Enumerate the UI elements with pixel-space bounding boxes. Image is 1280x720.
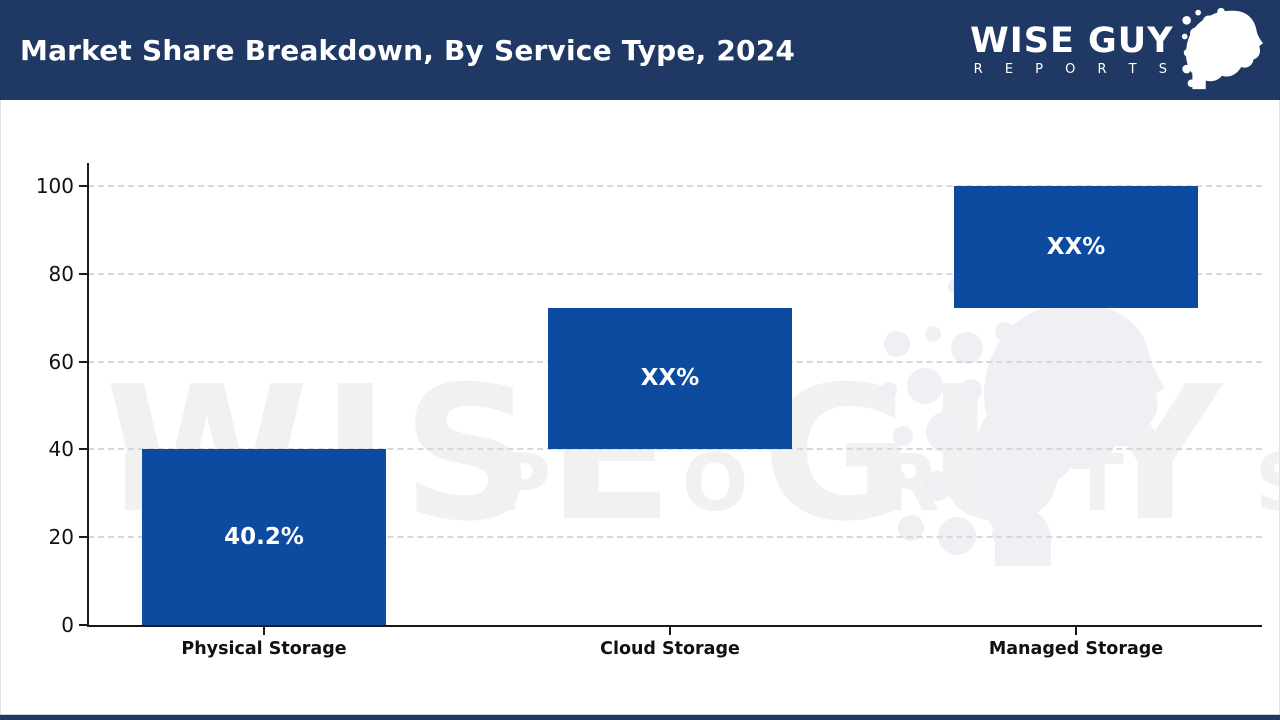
y-tick-20 — [79, 536, 87, 539]
y-tick-80 — [79, 272, 87, 275]
y-tick-100 — [79, 185, 87, 187]
page-border-left — [0, 100, 1, 714]
logo-text: WISE GUY R E P O R T S — [968, 21, 1176, 77]
x-tick-cloud-storage — [669, 627, 671, 635]
bar-label-physical-storage: 40.2% — [224, 523, 304, 550]
y-tick-label-60: 60 — [48, 349, 74, 374]
y-tick-label-40: 40 — [48, 437, 74, 462]
header-bar: Market Share Breakdown, By Service Type,… — [0, 0, 1280, 100]
bar-managed-storage: XX% — [954, 186, 1198, 308]
bar-label-cloud-storage: XX% — [640, 365, 700, 392]
x-tick-physical-storage — [263, 627, 265, 635]
bar-physical-storage: 40.2% — [142, 448, 386, 625]
y-tick-0 — [79, 624, 87, 626]
y-tick-label-80: 80 — [48, 261, 74, 286]
bar-cloud-storage: XX% — [548, 307, 792, 449]
x-tick-managed-storage — [1075, 627, 1077, 635]
gridline-y20 — [88, 536, 1262, 539]
y-tick-label-20: 20 — [48, 525, 74, 550]
bar-label-managed-storage: XX% — [1046, 233, 1106, 260]
y-axis-line — [87, 163, 89, 626]
gridline-y80 — [88, 272, 1262, 275]
y-tick-40 — [79, 448, 87, 451]
x-category-label-cloud-storage: Cloud Storage — [600, 639, 740, 659]
watermark-face-icon — [875, 228, 1175, 572]
logo-wordmark: WISE GUY — [970, 21, 1174, 61]
x-axis-line — [87, 625, 1262, 627]
y-tick-60 — [79, 360, 87, 363]
chart-plot-area: WISE GUY R E P O R T S 0 20 40 60 80 100 40.2%… — [0, 100, 1280, 714]
y-tick-label-0: 0 — [61, 613, 74, 637]
x-category-label-physical-storage: Physical Storage — [181, 639, 347, 659]
logo-face-icon — [1178, 5, 1266, 95]
gridline-y40 — [88, 448, 1262, 451]
logo-subtitle: R E P O R T S — [973, 62, 1176, 77]
page-border-bottom — [0, 714, 1280, 715]
wise-guy-reports-logo: WISE GUY R E P O R T S — [968, 5, 1266, 95]
y-tick-label-100: 100 — [35, 174, 74, 198]
footer-accent-bar — [0, 715, 1280, 720]
gridline-y100 — [88, 185, 1262, 187]
page-title: Market Share Breakdown, By Service Type,… — [20, 33, 796, 67]
x-category-label-managed-storage: Managed Storage — [988, 639, 1164, 659]
